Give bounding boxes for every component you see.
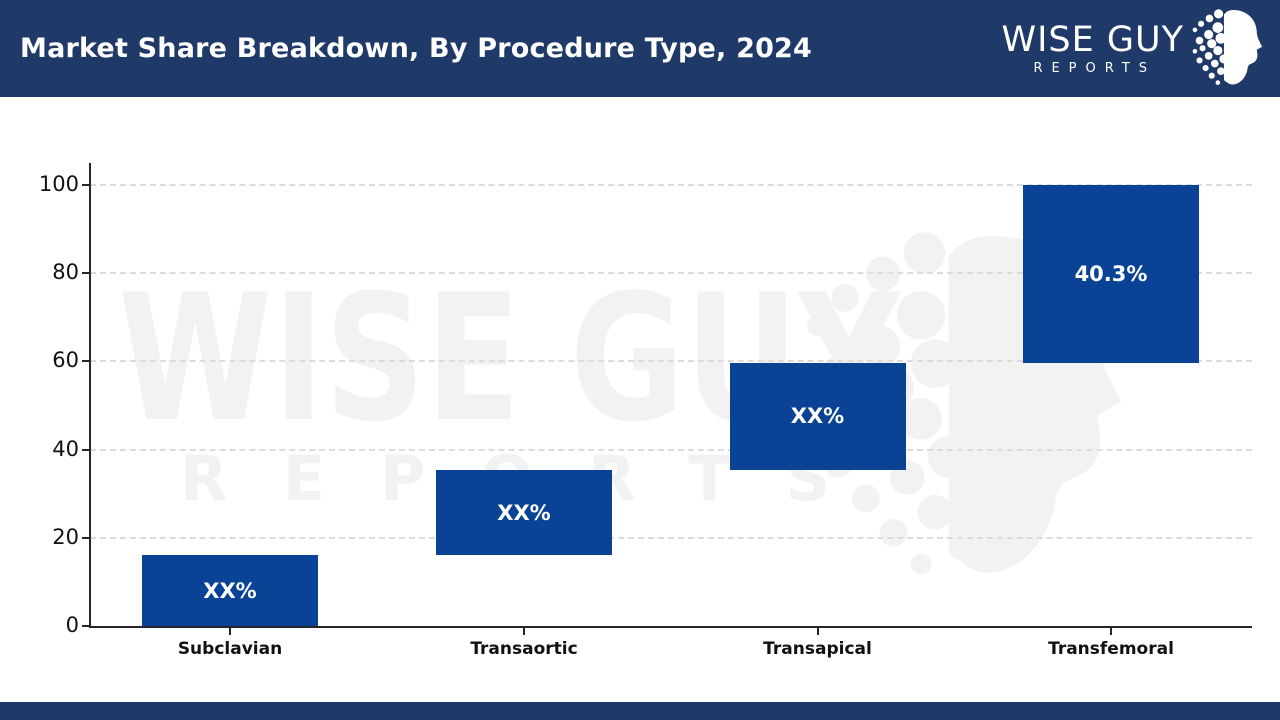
x-axis-label-transaortic: Transaortic xyxy=(470,639,578,659)
bar-transaortic: XX% xyxy=(436,469,612,556)
y-axis-spine xyxy=(89,163,91,628)
wise-guy-reports-logo: WISE GUY REPORTS xyxy=(1001,6,1266,92)
logo-brand-text: WISE GUY xyxy=(1001,20,1184,60)
y-tick-mark-80 xyxy=(82,272,89,275)
logo-head-icon xyxy=(1188,7,1266,91)
bar-subclavian: XX% xyxy=(142,555,318,626)
x-tick-mark-transfemoral xyxy=(1110,628,1112,635)
y-tick-mark-40 xyxy=(82,448,89,451)
gridline-80 xyxy=(90,272,1252,275)
x-axis-label-subclavian: Subclavian xyxy=(177,639,283,659)
y-tick-mark-100 xyxy=(82,184,89,186)
bar-transfemoral: 40.3% xyxy=(1023,185,1199,363)
gridline-40 xyxy=(90,448,1252,451)
y-tick-mark-20 xyxy=(82,536,89,539)
header-bar: Market Share Breakdown, By Procedure Typ… xyxy=(0,0,1280,97)
gridline-60 xyxy=(90,360,1252,363)
y-tick-label-40: 40 xyxy=(52,436,79,461)
y-tick-mark-60 xyxy=(82,360,89,363)
y-tick-label-20: 20 xyxy=(52,524,79,549)
chart-plot-area: 0 20 40 60 80 100 XX% XX% XX% 40.3% Subclavian Tran… xyxy=(0,97,1280,702)
y-tick-mark-0 xyxy=(82,625,89,627)
page-title: Market Share Breakdown, By Procedure Typ… xyxy=(20,33,813,64)
bar-transapical: XX% xyxy=(729,362,906,470)
y-tick-label-60: 60 xyxy=(52,348,79,373)
x-axis-spine xyxy=(89,626,1252,628)
gridline-100 xyxy=(90,184,1252,186)
bar-value-label-transfemoral: 40.3% xyxy=(1074,261,1148,286)
x-axis-label-transfemoral: Transfemoral xyxy=(1048,639,1174,659)
x-axis-label-transapical: Transapical xyxy=(763,639,872,659)
bar-value-label-transapical: XX% xyxy=(790,404,845,429)
y-tick-label-100: 100 xyxy=(38,172,79,196)
footer-bar xyxy=(0,702,1280,720)
logo-sub-text: REPORTS xyxy=(1033,61,1157,76)
x-tick-mark-transaortic xyxy=(523,628,525,635)
y-tick-label-0: 0 xyxy=(65,613,79,637)
logo-text: WISE GUY REPORTS xyxy=(1001,20,1184,76)
gridline-20 xyxy=(90,536,1252,539)
x-tick-mark-subclavian xyxy=(229,628,231,635)
y-tick-label-80: 80 xyxy=(52,260,79,285)
bar-value-label-subclavian: XX% xyxy=(203,578,257,603)
x-tick-mark-transapical xyxy=(816,628,819,635)
bar-value-label-transaortic: XX% xyxy=(497,500,551,525)
